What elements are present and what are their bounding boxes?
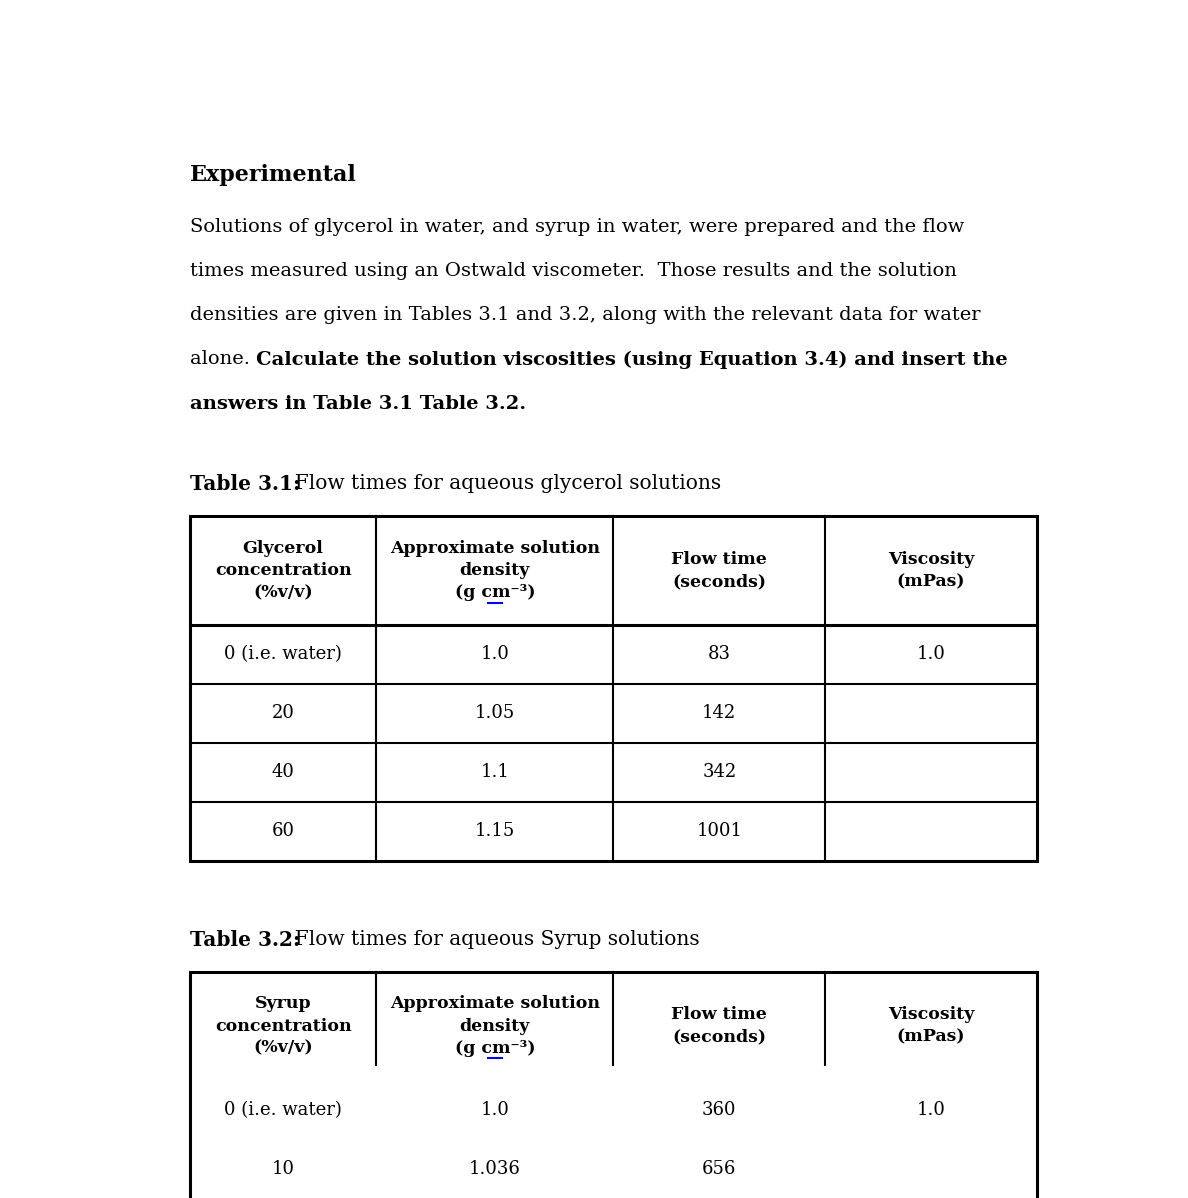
Text: Flow time: Flow time: [671, 551, 767, 568]
Text: 1.0: 1.0: [480, 1101, 510, 1119]
Text: concentration: concentration: [215, 1017, 352, 1035]
Text: 1.1: 1.1: [480, 763, 510, 781]
Text: 1.0: 1.0: [480, 646, 510, 664]
Text: density: density: [460, 1017, 530, 1035]
Text: 10: 10: [272, 1160, 295, 1178]
Text: 0 (i.e. water): 0 (i.e. water): [225, 1101, 342, 1119]
Text: 0 (i.e. water): 0 (i.e. water): [225, 646, 342, 664]
Text: Glycerol: Glycerol: [242, 539, 323, 557]
Text: Experimental: Experimental: [190, 164, 356, 186]
Text: Approximate solution: Approximate solution: [390, 996, 600, 1012]
Text: 1001: 1001: [696, 822, 742, 840]
Text: Table 3.2:: Table 3.2:: [190, 930, 301, 950]
Text: 342: 342: [702, 763, 737, 781]
Text: 20: 20: [272, 704, 295, 722]
Text: 60: 60: [272, 822, 295, 840]
Text: Table 3.1:: Table 3.1:: [190, 474, 301, 495]
Text: Calculate the solution viscosities (using Equation 3.4) and insert the: Calculate the solution viscosities (usin…: [257, 350, 1007, 369]
Text: Syrup: Syrup: [254, 996, 311, 1012]
Text: 656: 656: [702, 1160, 737, 1178]
Text: Solutions of glycerol in water, and syrup in water, were prepared and the flow: Solutions of glycerol in water, and syru…: [190, 218, 965, 236]
Text: Viscosity: Viscosity: [887, 1006, 974, 1023]
Text: density: density: [460, 562, 530, 579]
Text: 142: 142: [702, 704, 737, 722]
Text: (g cm⁻³): (g cm⁻³): [455, 1040, 535, 1057]
Text: answers in Table 3.1 Table 3.2.: answers in Table 3.1 Table 3.2.: [190, 394, 526, 412]
Text: 1.0: 1.0: [917, 1101, 946, 1119]
Text: (seconds): (seconds): [672, 573, 766, 589]
Text: (seconds): (seconds): [672, 1029, 766, 1046]
Text: (mPas): (mPas): [897, 1029, 966, 1046]
Text: densities are given in Tables 3.1 and 3.2, along with the relevant data for wate: densities are given in Tables 3.1 and 3.…: [190, 307, 980, 325]
Text: (mPas): (mPas): [897, 573, 966, 589]
Text: 40: 40: [272, 763, 295, 781]
Text: alone.: alone.: [190, 350, 263, 369]
Text: Viscosity: Viscosity: [887, 551, 974, 568]
Text: 83: 83: [708, 646, 731, 664]
Text: 1.036: 1.036: [469, 1160, 520, 1178]
Text: 1.0: 1.0: [917, 646, 946, 664]
Text: Flow time: Flow time: [671, 1006, 767, 1023]
Text: concentration: concentration: [215, 562, 352, 579]
Text: 1.15: 1.15: [475, 822, 514, 840]
Text: times measured using an Ostwald viscometer.  Those results and the solution: times measured using an Ostwald viscomet…: [190, 262, 956, 280]
Text: (%v/v): (%v/v): [253, 1040, 312, 1057]
Text: 1.05: 1.05: [475, 704, 514, 722]
Text: Flow times for aqueous glycerol solutions: Flow times for aqueous glycerol solution…: [282, 474, 721, 494]
Text: (g cm⁻³): (g cm⁻³): [455, 583, 535, 601]
Text: 360: 360: [702, 1101, 737, 1119]
Text: Flow times for aqueous Syrup solutions: Flow times for aqueous Syrup solutions: [282, 930, 700, 949]
Text: (%v/v): (%v/v): [253, 583, 312, 601]
Text: Approximate solution: Approximate solution: [390, 539, 600, 557]
